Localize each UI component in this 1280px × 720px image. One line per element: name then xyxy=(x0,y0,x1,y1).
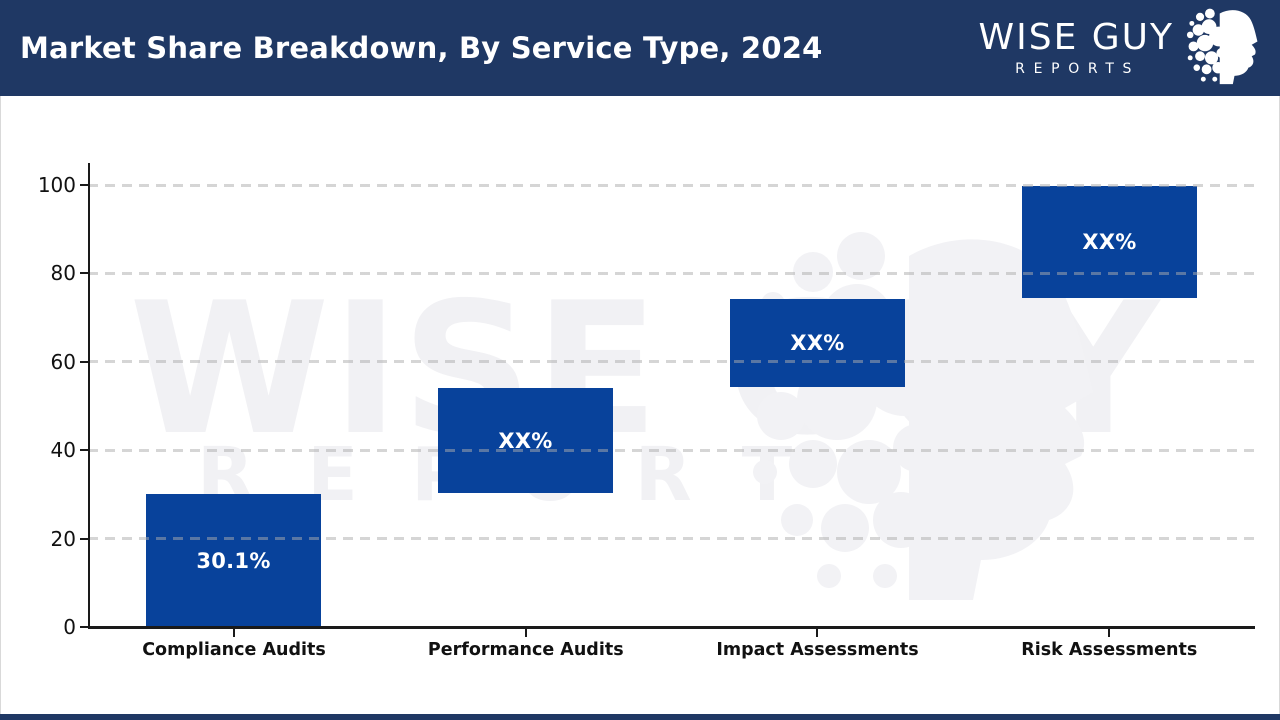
bar-value-label: XX% xyxy=(790,331,845,355)
header-bar: Market Share Breakdown, By Service Type,… xyxy=(0,0,1280,96)
x-category-label-0: Compliance Audits xyxy=(142,640,326,660)
gridline-40 xyxy=(88,448,1255,452)
logo-subtitle: REPORTS xyxy=(1015,61,1141,77)
bar-value-label: 30.1% xyxy=(196,548,271,573)
footer-strip xyxy=(0,714,1280,720)
y-axis-tick-0 xyxy=(80,626,88,628)
x-category-label-1: Performance Audits xyxy=(427,640,624,660)
dotted-head-profile-icon xyxy=(1186,8,1258,85)
bar-value-label: XX% xyxy=(498,428,553,453)
y-axis xyxy=(88,163,90,627)
x-axis xyxy=(88,626,1255,629)
bar-performance-audits: XX% xyxy=(438,388,613,493)
y-axis-tick-80 xyxy=(80,272,88,275)
gridline-80 xyxy=(88,271,1255,275)
x-axis-tick-3 xyxy=(1108,629,1111,637)
y-axis-tick-100 xyxy=(80,184,88,187)
logo-wordmark: WISE GUY xyxy=(978,17,1174,58)
gridline-100 xyxy=(88,183,1255,187)
page-title: Market Share Breakdown, By Service Type,… xyxy=(20,31,823,65)
y-tick-label-40: 40 xyxy=(50,438,76,463)
bar-compliance-audits: 30.1% xyxy=(146,494,321,627)
x-category-label-3: Risk Assessments xyxy=(1021,640,1198,660)
bar-value-label: XX% xyxy=(1082,230,1137,254)
y-tick-label-0: 0 xyxy=(63,615,76,639)
gridline-60 xyxy=(88,360,1255,364)
y-axis-tick-20 xyxy=(80,537,88,540)
logo-text: WISE GUY REPORTS xyxy=(978,17,1175,77)
x-axis-tick-1 xyxy=(524,629,527,637)
x-axis-tick-0 xyxy=(232,629,235,637)
bar-impact-assessments: XX% xyxy=(730,299,905,387)
y-axis-tick-40 xyxy=(80,449,88,452)
y-tick-label-60: 60 xyxy=(50,349,76,374)
y-axis-tick-60 xyxy=(80,360,88,363)
y-tick-label-20: 20 xyxy=(50,526,76,551)
x-axis-tick-2 xyxy=(816,629,819,637)
x-category-label-2: Impact Assessments xyxy=(716,640,919,660)
wise-guy-logo: WISE GUY REPORTS xyxy=(979,7,1280,89)
gridline-20 xyxy=(88,537,1255,541)
bar-risk-assessments: XX% xyxy=(1022,186,1197,298)
y-tick-label-100: 100 xyxy=(37,173,76,198)
y-tick-label-80: 80 xyxy=(50,261,76,286)
